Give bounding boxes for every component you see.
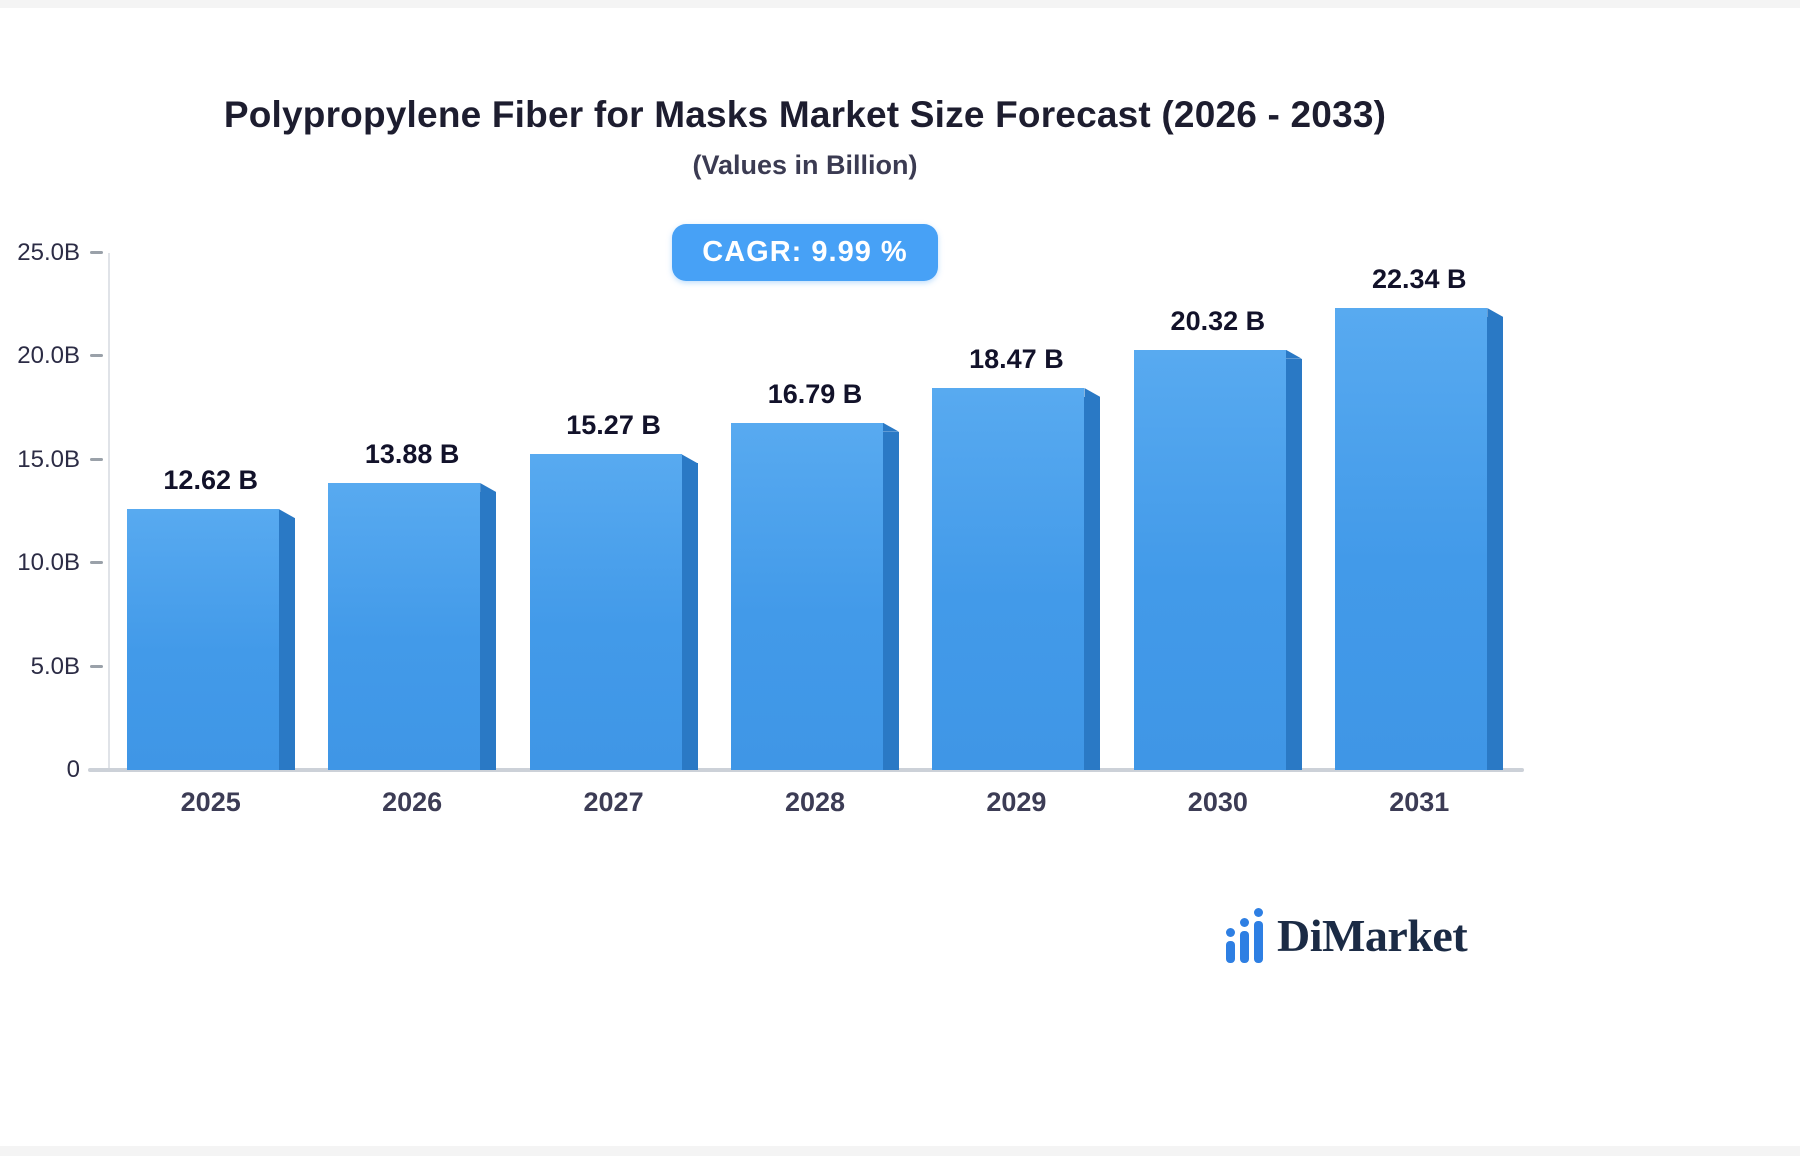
y-axis-tick-dash — [90, 354, 103, 358]
bar-side — [1487, 317, 1504, 770]
x-axis-label: 2031 — [1389, 787, 1450, 817]
y-axis-tick-label: 10.0B — [17, 549, 80, 577]
dimarket-logo-text: DiMarket — [1277, 910, 1468, 961]
dimarket-logo-icon — [1226, 907, 1263, 963]
bar-side — [883, 431, 899, 770]
x-axis-label: 2030 — [1187, 787, 1248, 817]
bar-side — [1084, 397, 1101, 770]
x-axis-label: 2027 — [583, 787, 644, 817]
chart-title: Polypropylene Fiber for Masks Market Siz… — [223, 94, 1387, 135]
logo-bar-icon — [1254, 908, 1263, 963]
bar-side — [1285, 358, 1302, 770]
bar-side-bevel — [480, 482, 497, 492]
bar-side — [480, 491, 497, 770]
bar-face — [328, 482, 481, 770]
bar-value-label: 15.27 B — [566, 410, 661, 441]
bar-value-label: 13.88 B — [364, 438, 460, 469]
x-axis-label: 2029 — [986, 787, 1047, 817]
x-axis-label: 2025 — [180, 787, 241, 817]
bar-value-label: 18.47 B — [969, 344, 1064, 375]
bottom-edge-strip — [0, 1146, 1800, 1156]
bar-face — [126, 509, 279, 770]
logo-bar-icon — [1240, 918, 1249, 963]
y-axis-line — [108, 253, 110, 770]
bar-value-label: 12.62 B — [163, 465, 258, 496]
x-axis-label: 2026 — [382, 787, 443, 817]
bar-side-bevel — [1285, 349, 1302, 359]
bar-value-label: 22.34 B — [1371, 264, 1467, 294]
bar-face — [529, 454, 682, 770]
bar-side — [681, 463, 698, 770]
y-axis-tick-label: 20.0B — [17, 342, 80, 370]
y-axis-tick-label: 15.0B — [17, 445, 80, 473]
bar-value-label: 16.79 B — [767, 378, 863, 409]
top-edge-strip — [0, 0, 1800, 8]
y-axis-tick-dash — [90, 664, 103, 668]
x-axis-line — [88, 768, 1524, 772]
bar-face — [932, 388, 1085, 770]
y-axis-tick-label: 0 — [66, 756, 80, 783]
bar-face — [1133, 349, 1286, 770]
chart-subtitle: (Values in Billion) — [692, 150, 918, 180]
cagr-badge: CAGR: 9.99 % — [672, 224, 938, 281]
y-axis-tick-dash — [90, 457, 103, 461]
dimarket-logo: DiMarket — [1226, 903, 1468, 963]
y-axis-tick-dash — [90, 561, 103, 565]
bar-side — [278, 518, 295, 770]
bar-side-bevel — [1487, 308, 1504, 317]
bar-value-label: 20.32 B — [1170, 305, 1266, 336]
logo-bar-icon — [1226, 928, 1235, 963]
x-axis-label: 2028 — [784, 787, 846, 817]
y-axis-tick-label: 5.0B — [30, 652, 80, 680]
bar-side-bevel — [1084, 388, 1101, 398]
bar-side-bevel — [883, 422, 899, 432]
y-axis-tick-label: 25.0B — [17, 239, 80, 266]
bar-side-bevel — [681, 454, 698, 464]
bar-face — [1335, 308, 1488, 770]
bar-side-bevel — [278, 509, 295, 519]
y-axis-tick-dash — [90, 251, 103, 254]
bar-face — [731, 422, 883, 770]
cagr-badge-row: CAGR: 9.99 % — [0, 224, 1610, 281]
